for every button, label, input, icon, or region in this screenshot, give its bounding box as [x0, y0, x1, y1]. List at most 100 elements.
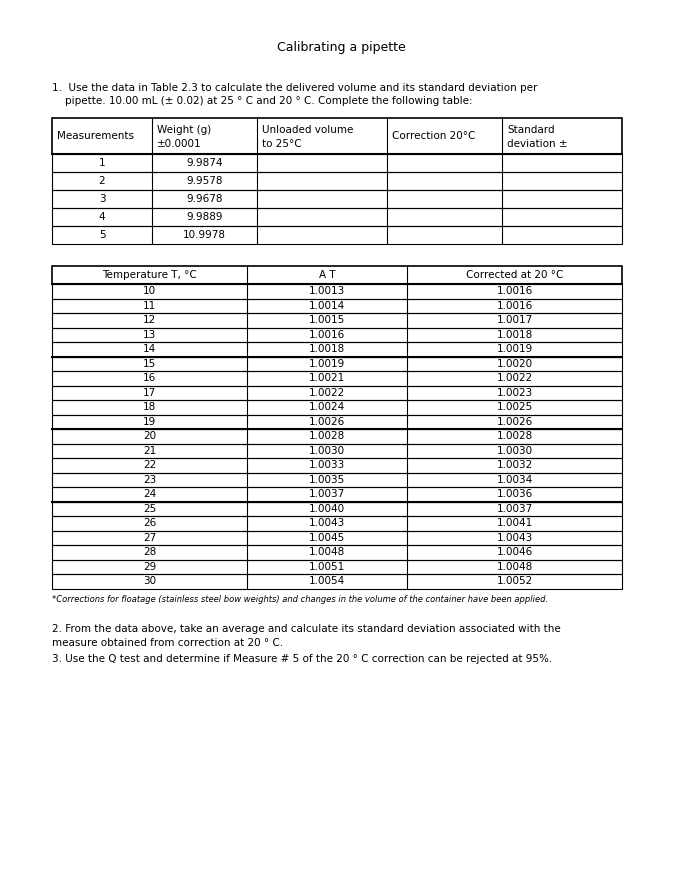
- Text: 21: 21: [143, 445, 156, 456]
- Text: 1.0043: 1.0043: [309, 518, 345, 528]
- Text: 1.0026: 1.0026: [309, 416, 345, 427]
- Text: 1.0020: 1.0020: [497, 359, 533, 368]
- Bar: [52, 400, 622, 415]
- Text: 20: 20: [143, 431, 156, 441]
- Text: Measurements: Measurements: [57, 131, 134, 141]
- Text: 1: 1: [98, 158, 105, 168]
- Bar: [52, 284, 622, 298]
- Text: to 25°C: to 25°C: [262, 139, 302, 149]
- Text: 1.0017: 1.0017: [497, 315, 533, 326]
- Text: 1.0048: 1.0048: [309, 547, 345, 557]
- Bar: [52, 429, 622, 444]
- Text: 1.0034: 1.0034: [497, 475, 533, 485]
- Text: measure obtained from correction at 20 ° C.: measure obtained from correction at 20 °…: [52, 638, 283, 648]
- Text: 1.0028: 1.0028: [497, 431, 533, 441]
- Bar: [52, 516, 622, 530]
- Bar: [52, 487, 622, 501]
- Text: 11: 11: [143, 301, 156, 311]
- Text: 9.9874: 9.9874: [186, 158, 223, 168]
- Text: 1.0043: 1.0043: [497, 533, 533, 542]
- Text: 1.0035: 1.0035: [309, 475, 345, 485]
- Text: 1.0021: 1.0021: [309, 374, 345, 383]
- Text: 17: 17: [143, 388, 156, 398]
- Text: *Corrections for floatage (stainless steel bow weights) and changes in the volum: *Corrections for floatage (stainless ste…: [52, 595, 548, 604]
- Text: 29: 29: [143, 562, 156, 571]
- Bar: [52, 190, 622, 208]
- Bar: [52, 559, 622, 574]
- Text: 12: 12: [143, 315, 156, 326]
- Text: 1.0024: 1.0024: [309, 402, 345, 412]
- Text: 1.0033: 1.0033: [309, 460, 345, 470]
- Text: 2: 2: [98, 176, 105, 186]
- Text: 9.9578: 9.9578: [186, 176, 223, 186]
- Bar: [52, 574, 622, 589]
- Bar: [52, 473, 622, 487]
- Text: 27: 27: [143, 533, 156, 542]
- Bar: [52, 356, 622, 371]
- Text: 1.0041: 1.0041: [497, 518, 533, 528]
- Bar: [52, 415, 622, 429]
- Bar: [52, 501, 622, 516]
- Bar: [52, 342, 622, 356]
- Bar: [52, 298, 622, 313]
- Text: 10.9978: 10.9978: [183, 230, 226, 240]
- Bar: [52, 313, 622, 327]
- Text: deviation ±: deviation ±: [507, 139, 568, 149]
- Text: Correction 20°C: Correction 20°C: [392, 131, 475, 141]
- Text: A T: A T: [319, 270, 335, 280]
- Bar: [52, 154, 622, 172]
- Text: 5: 5: [98, 230, 105, 240]
- Text: 1.0015: 1.0015: [309, 315, 345, 326]
- Bar: [52, 371, 622, 386]
- Text: 19: 19: [143, 416, 156, 427]
- Bar: [52, 545, 622, 559]
- Text: Calibrating a pipette: Calibrating a pipette: [277, 41, 406, 54]
- Text: 1.0045: 1.0045: [309, 533, 345, 542]
- Text: 10: 10: [143, 286, 156, 297]
- Text: 9.9889: 9.9889: [186, 212, 223, 222]
- Text: 26: 26: [143, 518, 156, 528]
- Text: 1.0032: 1.0032: [497, 460, 533, 470]
- Text: 1.0051: 1.0051: [309, 562, 345, 571]
- Bar: [52, 458, 622, 472]
- Text: 1.0054: 1.0054: [309, 577, 345, 586]
- Bar: [52, 226, 622, 244]
- Text: 1.0014: 1.0014: [309, 301, 345, 311]
- Text: 30: 30: [143, 577, 156, 586]
- Text: 4: 4: [98, 212, 105, 222]
- Text: 1.0028: 1.0028: [309, 431, 345, 441]
- Text: 1.0037: 1.0037: [309, 489, 345, 500]
- Bar: [52, 327, 622, 342]
- Bar: [52, 266, 622, 284]
- Text: 3. Use the Q test and determine if Measure # 5 of the 20 ° C correction can be r: 3. Use the Q test and determine if Measu…: [52, 654, 553, 664]
- Bar: [52, 530, 622, 545]
- Text: 1.0016: 1.0016: [309, 330, 345, 340]
- Text: 16: 16: [143, 374, 156, 383]
- Text: 18: 18: [143, 402, 156, 412]
- Bar: [52, 118, 622, 154]
- Text: 2. From the data above, take an average and calculate its standard deviation ass: 2. From the data above, take an average …: [52, 625, 561, 634]
- Text: Weight (g): Weight (g): [157, 125, 211, 135]
- Text: 1.0019: 1.0019: [497, 344, 533, 354]
- Text: 1.0040: 1.0040: [309, 504, 345, 514]
- Text: 1.0016: 1.0016: [497, 286, 533, 297]
- Text: pipette. 10.00 mL (± 0.02) at 25 ° C and 20 ° C. Complete the following table:: pipette. 10.00 mL (± 0.02) at 25 ° C and…: [52, 96, 473, 106]
- Text: 1.0030: 1.0030: [497, 445, 533, 456]
- Text: 1.0023: 1.0023: [497, 388, 533, 398]
- Text: 1.0022: 1.0022: [497, 374, 533, 383]
- Text: 1.0013: 1.0013: [309, 286, 345, 297]
- Text: 1.0048: 1.0048: [497, 562, 533, 571]
- Text: 1.  Use the data in Table 2.3 to calculate the delivered volume and its standard: 1. Use the data in Table 2.3 to calculat…: [52, 83, 538, 93]
- Text: Temperature T, °C: Temperature T, °C: [102, 270, 197, 280]
- Text: 3: 3: [98, 194, 105, 204]
- Text: Standard: Standard: [507, 125, 555, 135]
- Text: 1.0026: 1.0026: [497, 416, 533, 427]
- Bar: [52, 444, 622, 458]
- Text: 1.0018: 1.0018: [309, 344, 345, 354]
- Text: 1.0037: 1.0037: [497, 504, 533, 514]
- Bar: [52, 386, 622, 400]
- Text: 9.9678: 9.9678: [186, 194, 223, 204]
- Text: 22: 22: [143, 460, 156, 470]
- Text: ±0.0001: ±0.0001: [157, 139, 201, 149]
- Text: 14: 14: [143, 344, 156, 354]
